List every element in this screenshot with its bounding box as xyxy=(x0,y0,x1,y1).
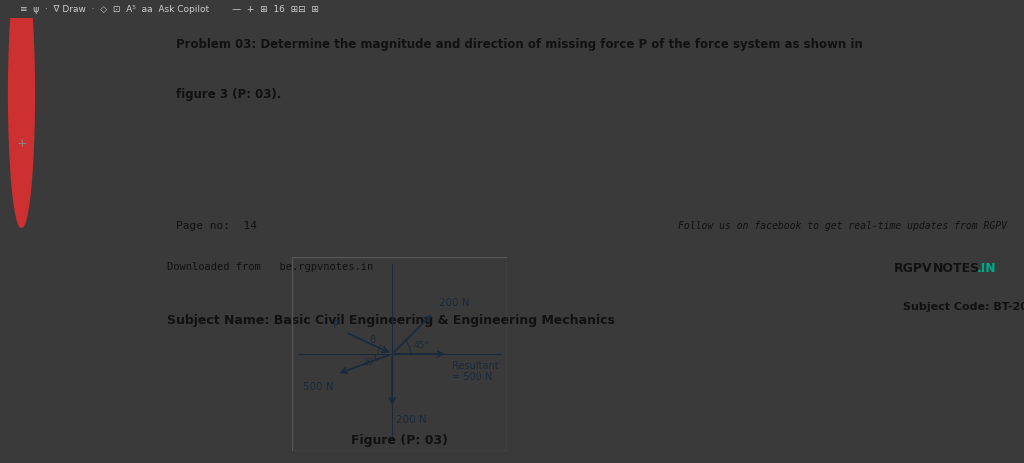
Text: 200 N: 200 N xyxy=(395,414,426,424)
Text: figure 3 (P: 03).: figure 3 (P: 03). xyxy=(176,88,282,100)
Text: θ: θ xyxy=(370,335,375,345)
Circle shape xyxy=(8,0,35,228)
Text: Follow us on facebook to get real-time updates from RGPV: Follow us on facebook to get real-time u… xyxy=(678,220,1007,230)
Text: NOTES: NOTES xyxy=(933,262,980,275)
Text: Problem 03: Determine the magnitude and direction of missing force P of the forc: Problem 03: Determine the magnitude and … xyxy=(176,38,863,50)
Text: 45°: 45° xyxy=(414,340,430,349)
Text: P: P xyxy=(333,319,340,329)
Text: .IN: .IN xyxy=(977,262,996,275)
Text: ≡  ψ  ·  ∇ Draw  ·  ◇  ⊡  A⁵  aa  Ask Copilot        —  +  ⊞  16  ⊞⊟  ⊞: ≡ ψ · ∇ Draw · ◇ ⊡ A⁵ aa Ask Copilot — +… xyxy=(20,5,319,14)
Text: 200 N: 200 N xyxy=(439,297,470,307)
Text: Downloaded from   be.rgpvnotes.in: Downloaded from be.rgpvnotes.in xyxy=(167,262,374,272)
Text: Subject Code: BT-2004: Subject Code: BT-2004 xyxy=(903,301,1024,311)
Text: 500 N: 500 N xyxy=(303,382,334,391)
Text: Page no:  14: Page no: 14 xyxy=(176,220,257,230)
Text: RGPV: RGPV xyxy=(894,262,933,275)
Text: Figure (P: 03): Figure (P: 03) xyxy=(351,433,447,446)
Text: +: + xyxy=(16,137,27,150)
Text: Subject Name: Basic Civil Engineering & Engineering Mechanics: Subject Name: Basic Civil Engineering & … xyxy=(167,313,615,326)
Text: Resultant
= 500 N: Resultant = 500 N xyxy=(452,360,499,382)
Text: 20°: 20° xyxy=(362,357,378,366)
